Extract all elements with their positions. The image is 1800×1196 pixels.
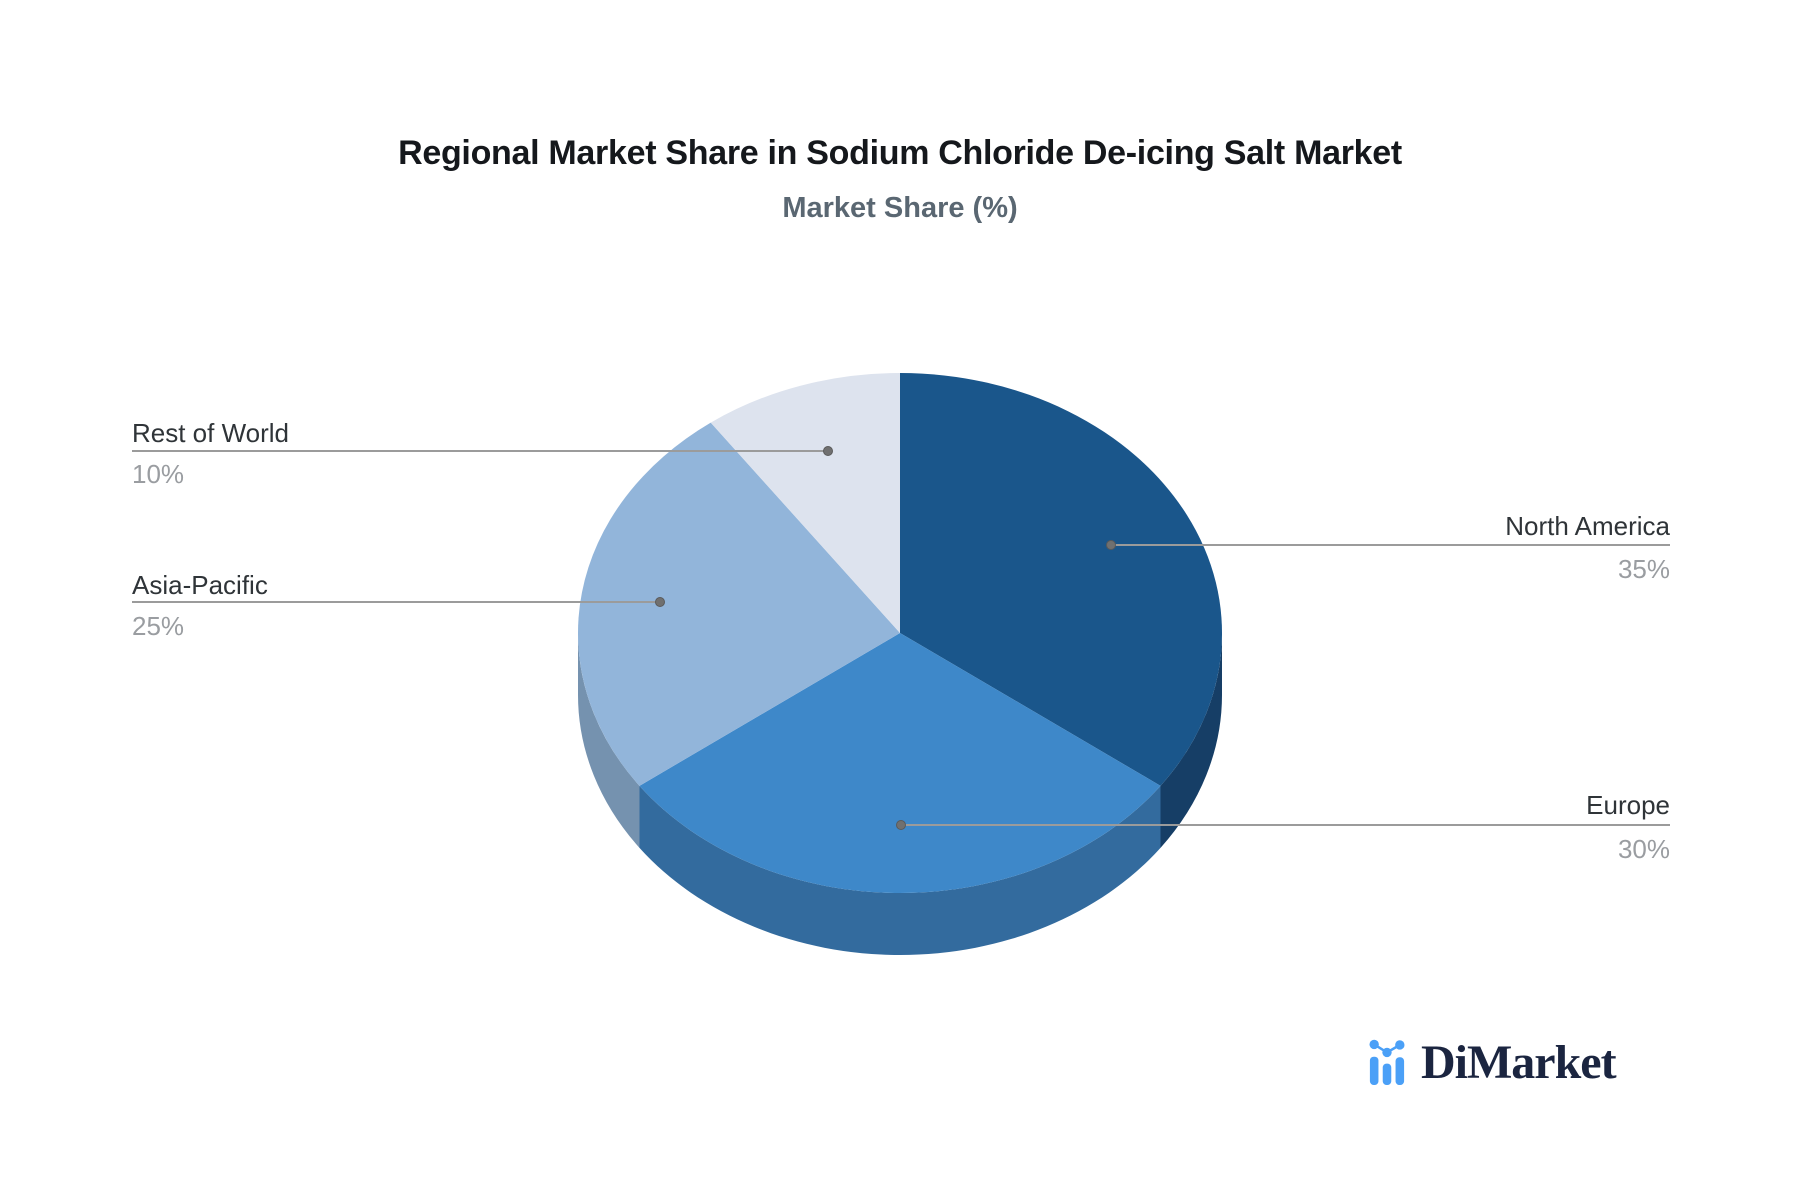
- leader-line-asia-pacific: [132, 601, 660, 603]
- leader-line-north-america: [1111, 544, 1670, 546]
- chart-title: Regional Market Share in Sodium Chloride…: [398, 134, 1402, 172]
- pie-slice-side-north-america: [1160, 633, 1222, 848]
- callout-value-rest-of-world: 10%: [132, 459, 185, 489]
- leader-dot-rest-of-world: [823, 446, 833, 456]
- leader-dot-north-america: [1106, 540, 1116, 550]
- pie-slice-asia-pacific[interactable]: [578, 422, 900, 786]
- callout-label-rest-of-world: Rest of World: [132, 418, 290, 448]
- pie-slice-rest-of-world[interactable]: [710, 373, 900, 633]
- leader-line-europe: [901, 824, 1670, 826]
- pie-slice-side-europe: [639, 785, 1161, 956]
- pie-slice-side-asia-pacific: [578, 633, 640, 848]
- callout-label-europe: Europe: [1586, 790, 1670, 820]
- bar-chart-logo-icon: [1369, 1039, 1405, 1085]
- callout-value-north-america: 35%: [1617, 554, 1670, 584]
- leader-line-rest-of-world: [132, 450, 828, 452]
- callout-label-north-america: North America: [1505, 511, 1670, 541]
- callout-value-asia-pacific: 25%: [132, 611, 185, 641]
- callout-label-asia-pacific: Asia-Pacific: [132, 570, 268, 600]
- pie-slice-north-america[interactable]: [900, 373, 1222, 786]
- pie-slice-europe[interactable]: [639, 633, 1161, 894]
- chart-subtitle: Market Share (%): [782, 192, 1018, 224]
- leader-dot-asia-pacific: [655, 597, 665, 607]
- callout-value-europe: 30%: [1617, 834, 1670, 864]
- dimarket-logo: DiMarket: [1366, 1036, 1617, 1089]
- brand-name: DiMarket: [1421, 1036, 1617, 1089]
- leader-dot-europe: [896, 820, 906, 830]
